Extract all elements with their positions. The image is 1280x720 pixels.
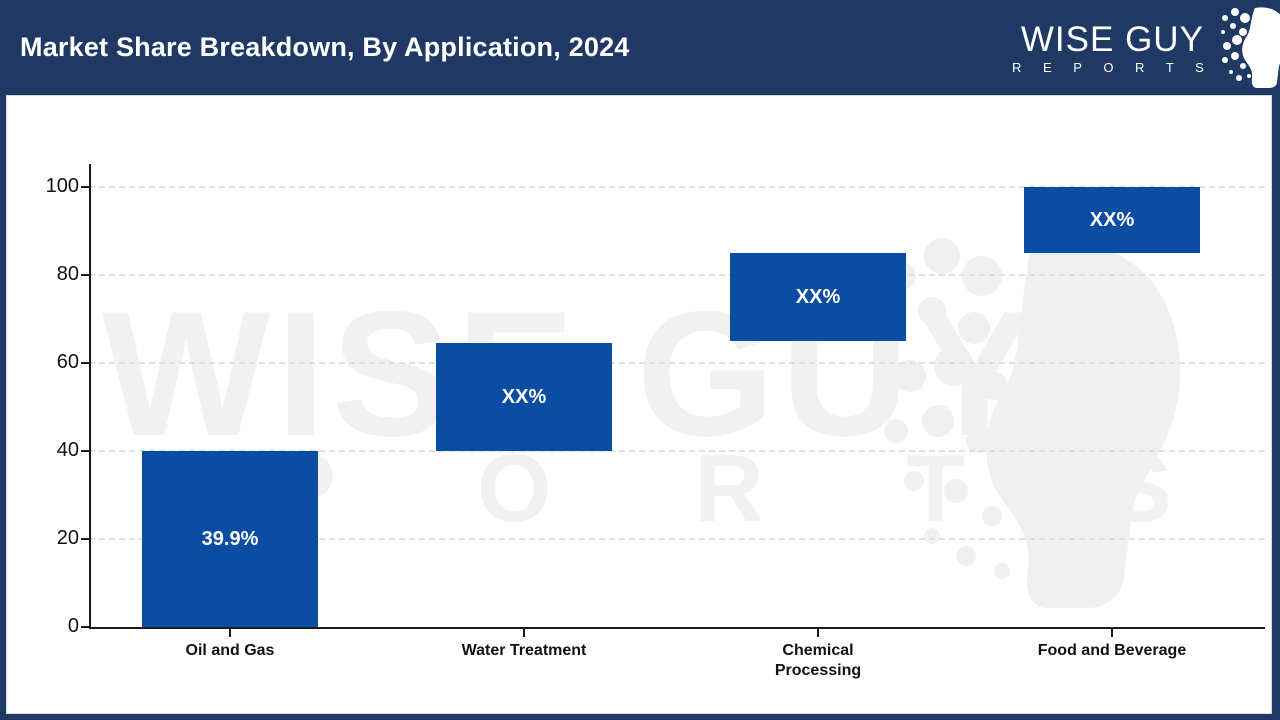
- y-axis-tick: [81, 362, 89, 364]
- chart-panel: WISE GUY. P O R T S 0 20 40 60 80 100 39.9% Oil…: [6, 95, 1272, 714]
- y-axis-tick: [81, 450, 89, 452]
- y-axis-tick-label: 60: [56, 351, 79, 373]
- x-axis-line: [89, 627, 1265, 629]
- x-axis-tick: [817, 629, 819, 637]
- y-axis-tick-label: 100: [45, 175, 79, 197]
- gridline-100: [89, 186, 1265, 188]
- y-axis-tick: [81, 538, 89, 540]
- page-title: Market Share Breakdown, By Application, …: [20, 32, 630, 62]
- y-axis-tick-label: 20: [56, 527, 79, 549]
- y-axis-tick: [81, 626, 89, 628]
- y-axis-tick-label: 40: [56, 439, 79, 461]
- gridline-80: [89, 274, 1265, 276]
- x-axis-tick: [523, 629, 525, 637]
- brand-logo: WISE GUY R E P O R T S: [1012, 6, 1280, 90]
- y-axis-tick-label: 80: [56, 263, 79, 285]
- y-axis-tick-label: 0: [67, 615, 79, 637]
- footer-bar: [0, 714, 1280, 720]
- gridline-40: [89, 450, 1265, 452]
- brand-name: WISE GUY: [1020, 19, 1204, 59]
- bar-value-label: XX%: [795, 285, 841, 308]
- bar-chemical-processing: XX%: [730, 253, 906, 341]
- watermark-head-icon: [862, 216, 1192, 621]
- y-axis-tick: [81, 186, 89, 188]
- brand-subname: R E P O R T S: [1012, 59, 1213, 75]
- bar-food-and-beverage: XX%: [1024, 187, 1200, 253]
- x-axis-tick: [229, 629, 231, 637]
- x-axis-tick: [1111, 629, 1113, 637]
- category-label: Oil and Gas: [185, 642, 275, 659]
- bar-value-label: 39.9%: [201, 527, 259, 550]
- category-label: Chemical Processing: [774, 642, 862, 679]
- dotted-head-icon: [1217, 4, 1280, 93]
- header-bar: Market Share Breakdown, By Application, …: [0, 0, 1280, 95]
- y-axis-line: [89, 164, 91, 629]
- bar-value-label: XX%: [501, 385, 547, 408]
- bar-water-treatment: XX%: [436, 343, 612, 451]
- bar-oil-and-gas: 39.9%: [142, 451, 318, 627]
- brand-logo-text: WISE GUY R E P O R T S: [1012, 19, 1213, 75]
- y-axis-tick: [81, 274, 89, 276]
- bar-value-label: XX%: [1089, 208, 1135, 231]
- category-label: Water Treatment: [461, 642, 587, 659]
- category-label: Food and Beverage: [1037, 642, 1187, 659]
- gridline-60: [89, 362, 1265, 364]
- gridline-20: [89, 538, 1265, 540]
